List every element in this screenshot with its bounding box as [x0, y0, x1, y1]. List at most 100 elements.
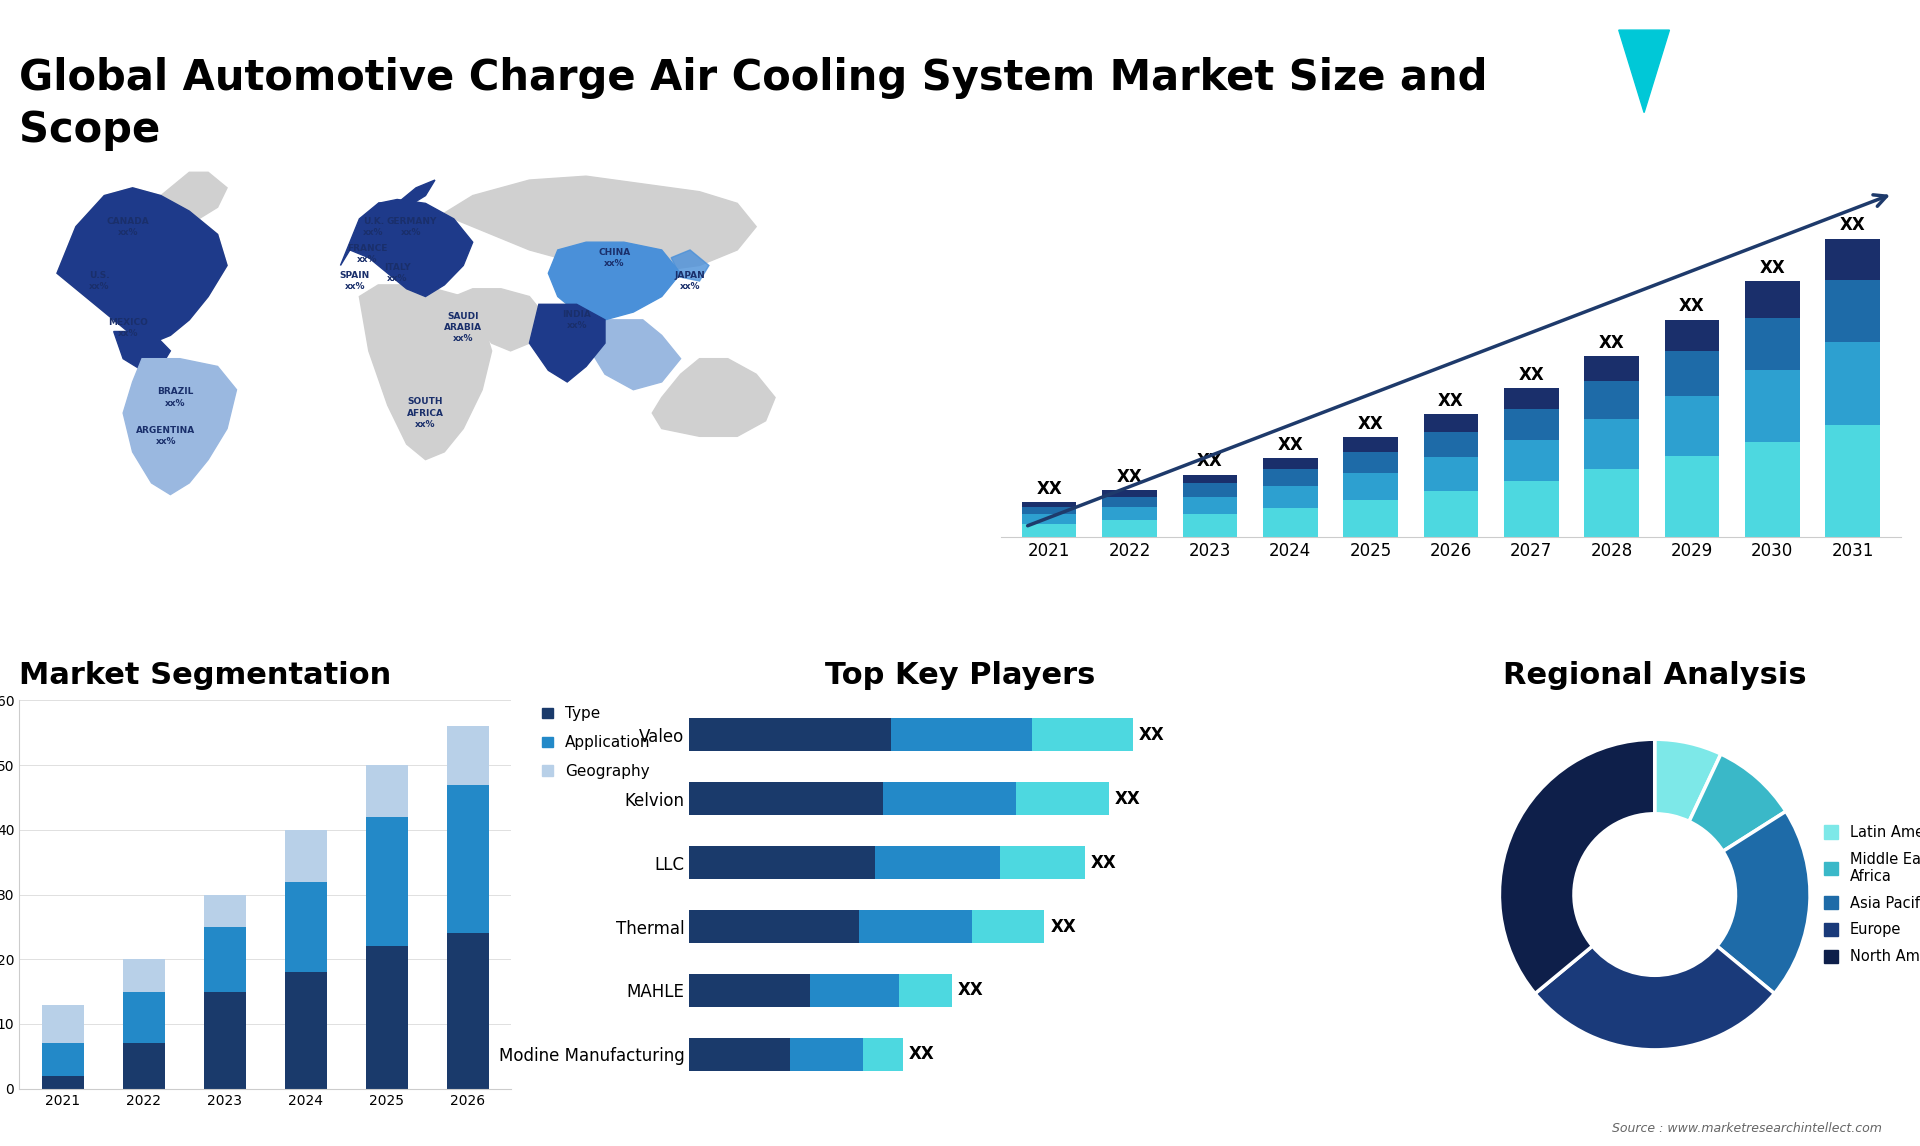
Text: CANADA
xx%: CANADA xx%	[106, 217, 150, 237]
Bar	[1021, 507, 1077, 515]
Bar	[876, 846, 1000, 879]
Polygon shape	[586, 320, 680, 390]
Wedge shape	[1500, 739, 1655, 994]
Text: U.S.
xx%: U.S. xx%	[88, 270, 109, 291]
Bar	[447, 785, 490, 933]
Text: XX: XX	[1839, 217, 1866, 234]
Title: Top Key Players: Top Key Players	[826, 661, 1094, 690]
Text: XX: XX	[1050, 918, 1075, 935]
Polygon shape	[58, 188, 227, 343]
Bar	[1665, 456, 1718, 537]
Text: JAPAN
xx%: JAPAN xx%	[674, 270, 705, 291]
Bar	[810, 974, 899, 1007]
Bar	[123, 959, 165, 991]
Bar	[1344, 500, 1398, 537]
Bar	[123, 1043, 165, 1089]
Text: XX: XX	[1196, 453, 1223, 470]
Text: MARKET: MARKET	[1686, 28, 1734, 38]
Bar	[1503, 440, 1559, 481]
Bar	[1503, 481, 1559, 537]
Bar	[1423, 492, 1478, 537]
Text: SPAIN
xx%: SPAIN xx%	[340, 270, 371, 291]
Bar	[1183, 484, 1236, 496]
Bar	[1826, 281, 1880, 342]
Wedge shape	[1536, 947, 1774, 1050]
Legend: Type, Application, Geography: Type, Application, Geography	[536, 700, 657, 785]
Bar	[899, 974, 952, 1007]
Text: INTELLECT: INTELLECT	[1686, 85, 1747, 94]
Polygon shape	[113, 331, 171, 370]
Bar	[689, 846, 876, 879]
Bar	[1665, 351, 1718, 395]
Bar	[1584, 382, 1640, 418]
Bar	[1016, 782, 1110, 815]
Text: CHINA
xx%: CHINA xx%	[599, 248, 630, 268]
Polygon shape	[161, 172, 227, 219]
Bar	[1033, 719, 1133, 752]
Bar	[1423, 432, 1478, 457]
Polygon shape	[1619, 30, 1668, 112]
Bar	[1021, 524, 1077, 537]
Bar	[1183, 515, 1236, 537]
Text: U.K.
xx%: U.K. xx%	[363, 217, 384, 237]
Text: MEXICO
xx%: MEXICO xx%	[108, 317, 148, 338]
Bar	[1263, 486, 1317, 508]
Bar	[1826, 342, 1880, 425]
Text: XX: XX	[1091, 854, 1116, 872]
Bar	[1183, 474, 1236, 484]
Bar	[447, 727, 490, 785]
Legend: Latin America, Middle East &
Africa, Asia Pacific, Europe, North America: Latin America, Middle East & Africa, Asi…	[1818, 819, 1920, 970]
Text: XX: XX	[958, 981, 983, 999]
Bar	[42, 1043, 84, 1076]
Wedge shape	[1690, 754, 1786, 851]
Text: XX: XX	[1357, 415, 1384, 433]
Text: XX: XX	[1139, 725, 1165, 744]
Polygon shape	[123, 359, 236, 495]
Text: XX: XX	[1117, 468, 1142, 486]
Bar	[1423, 457, 1478, 492]
Polygon shape	[653, 359, 776, 437]
Polygon shape	[340, 199, 472, 297]
Bar	[791, 1038, 862, 1072]
Text: XX: XX	[1116, 790, 1140, 808]
Bar	[1584, 469, 1640, 537]
Text: XX: XX	[910, 1045, 935, 1063]
Bar	[689, 1038, 791, 1072]
Bar	[1344, 472, 1398, 500]
Bar	[689, 719, 891, 752]
Bar	[447, 933, 490, 1089]
Bar	[1102, 490, 1158, 496]
Bar	[123, 991, 165, 1043]
Text: XX: XX	[1519, 366, 1544, 384]
Bar	[972, 910, 1044, 943]
Text: Market Segmentation: Market Segmentation	[19, 661, 392, 690]
Bar	[204, 895, 246, 927]
Bar	[1584, 356, 1640, 382]
Bar	[204, 991, 246, 1089]
Bar	[1745, 317, 1799, 370]
Bar	[862, 1038, 902, 1072]
Bar	[284, 881, 326, 972]
Bar	[284, 830, 326, 881]
Polygon shape	[530, 305, 605, 382]
Wedge shape	[1716, 811, 1811, 994]
Bar	[1344, 452, 1398, 472]
Bar	[1021, 515, 1077, 524]
Bar	[1000, 846, 1085, 879]
Text: XX: XX	[1037, 480, 1062, 497]
Bar	[858, 910, 972, 943]
Polygon shape	[549, 242, 680, 320]
Text: INDIA
xx%: INDIA xx%	[563, 309, 591, 330]
Polygon shape	[436, 176, 756, 273]
Bar	[204, 927, 246, 991]
Text: ITALY
xx%: ITALY xx%	[384, 264, 411, 283]
Polygon shape	[58, 188, 227, 343]
Bar	[891, 719, 1033, 752]
Bar	[42, 1005, 84, 1043]
Polygon shape	[453, 289, 549, 351]
Polygon shape	[152, 370, 180, 386]
Text: Global Automotive Charge Air Cooling System Market Size and
Scope: Global Automotive Charge Air Cooling Sys…	[19, 57, 1488, 151]
Bar	[1826, 425, 1880, 537]
Bar	[1344, 438, 1398, 452]
Bar	[1745, 370, 1799, 441]
